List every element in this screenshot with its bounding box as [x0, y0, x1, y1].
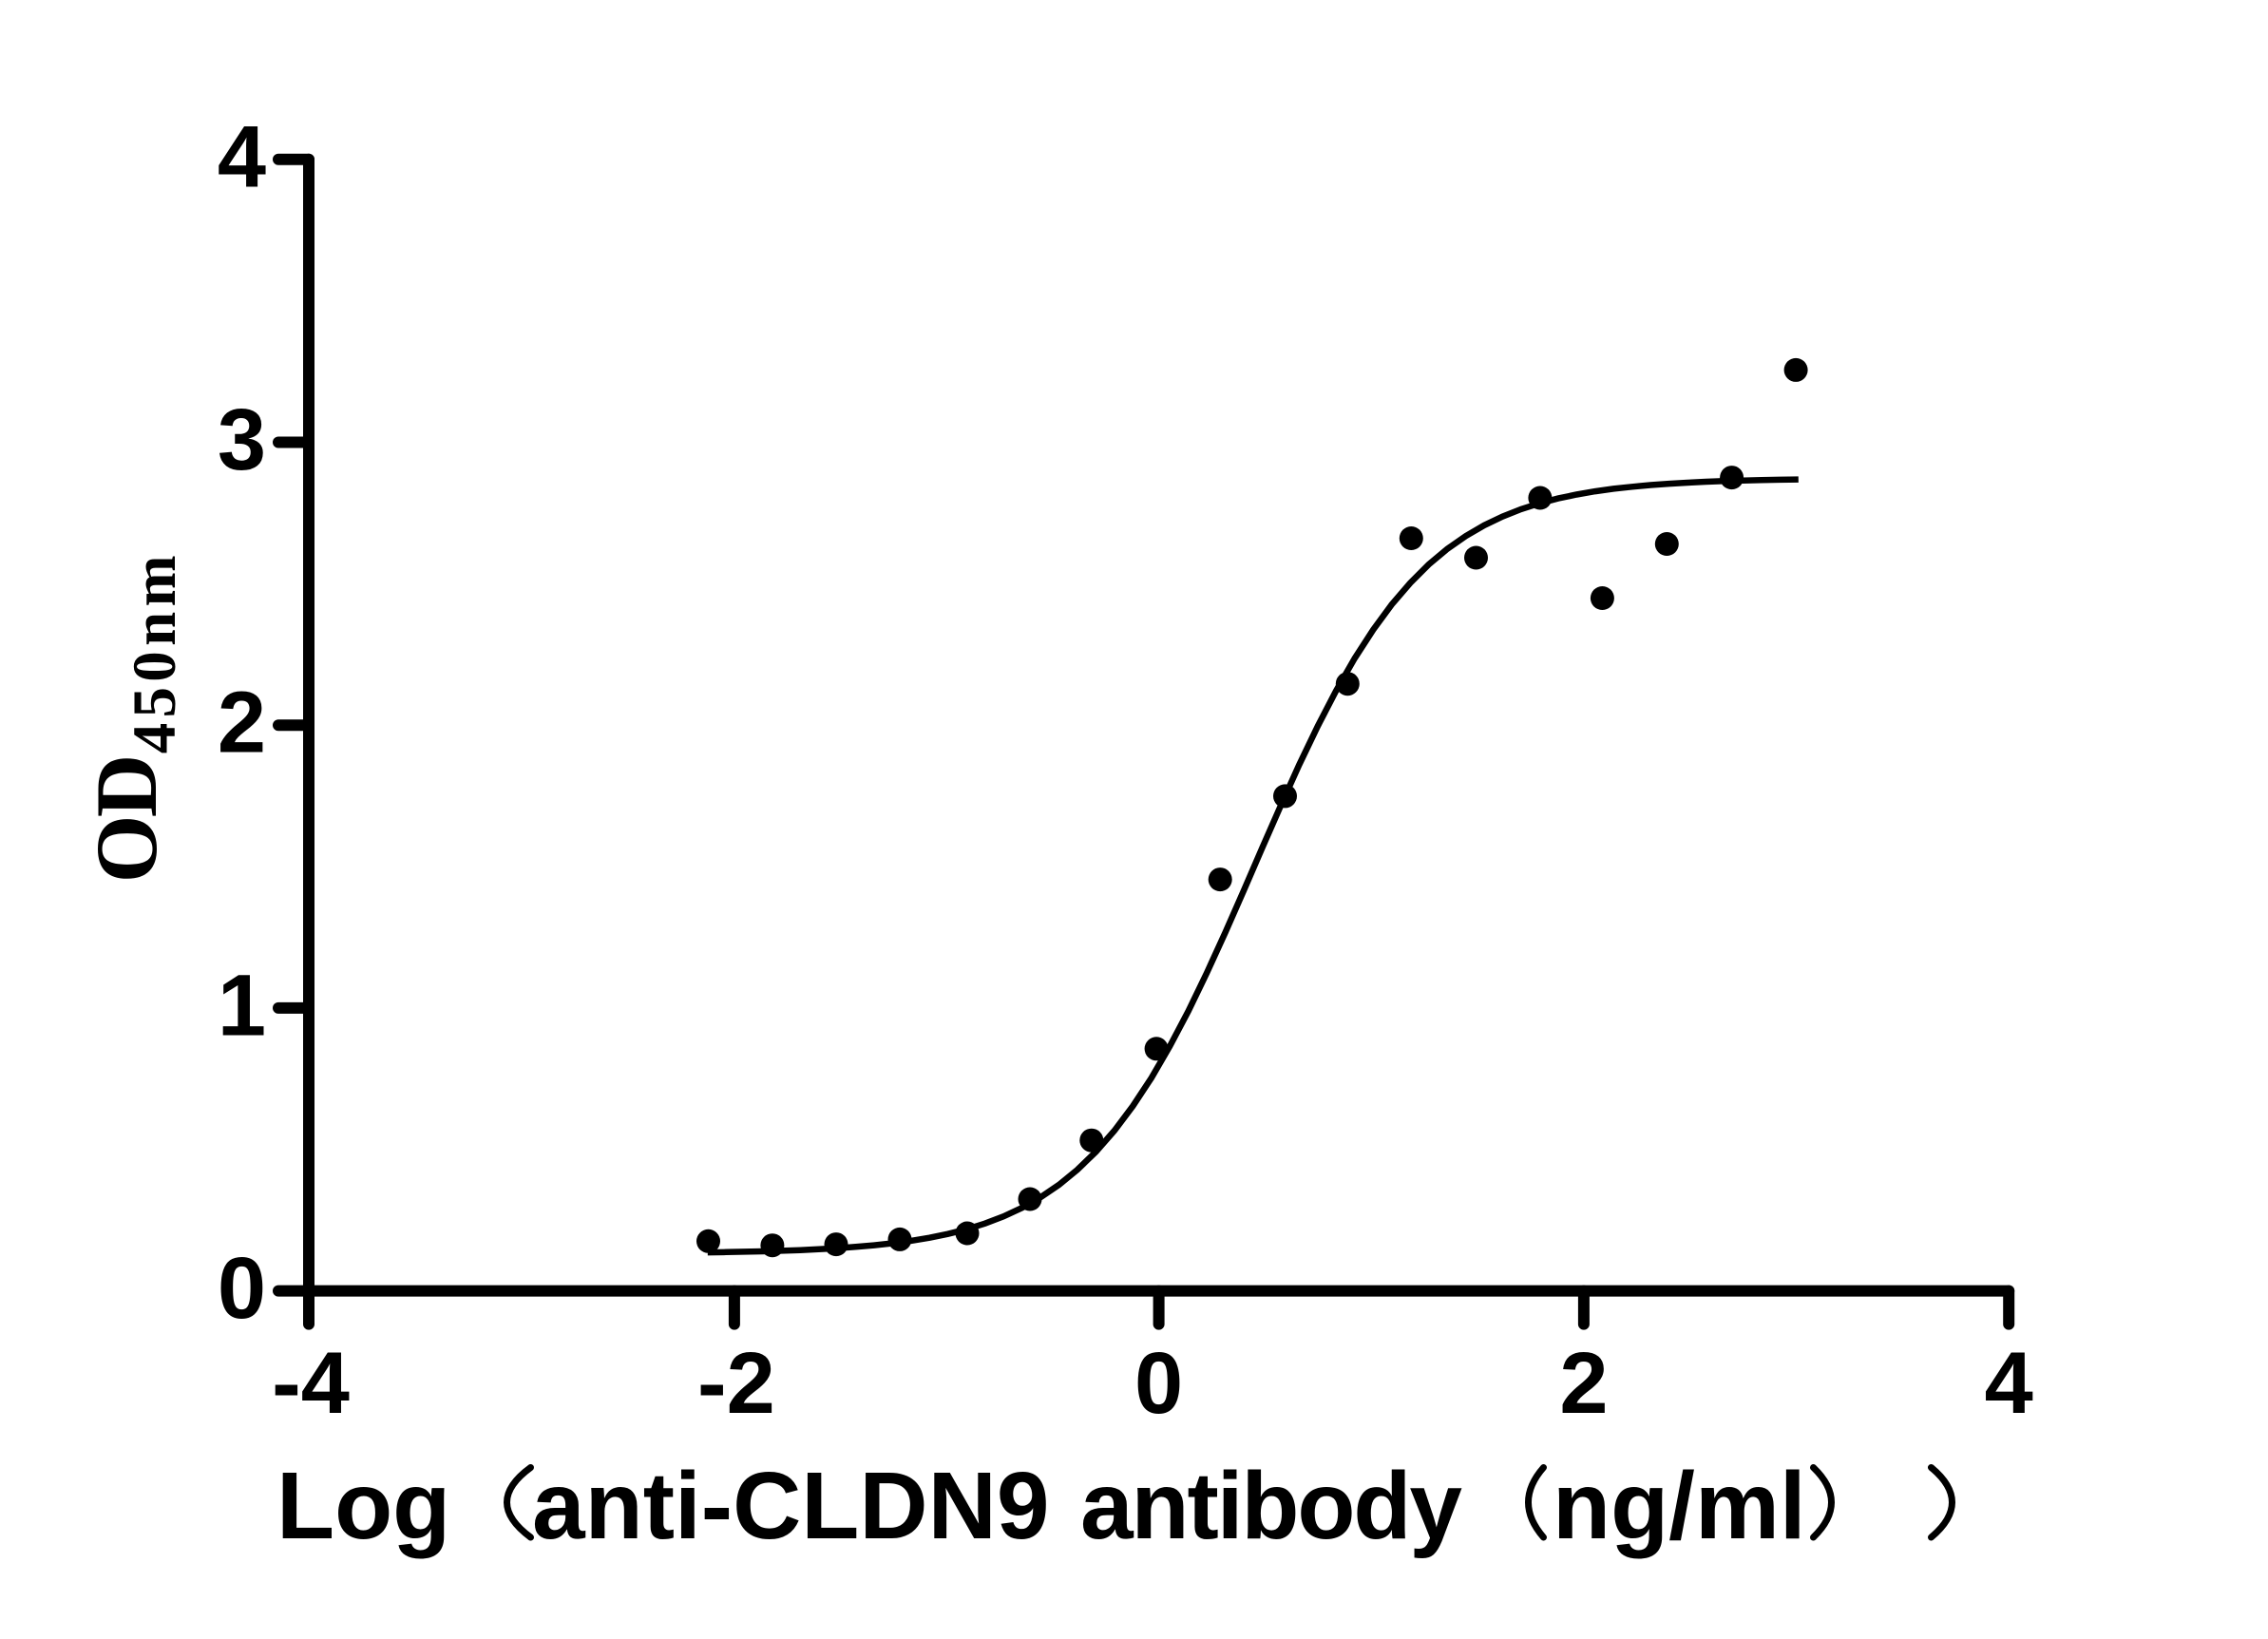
svg-text:anti-CLDN9: anti-CLDN9	[532, 1453, 1049, 1559]
svg-text:Log: Log	[276, 1453, 450, 1559]
svg-text:antibody: antibody	[1080, 1453, 1462, 1559]
svg-text:0: 0	[1134, 1335, 1183, 1432]
svg-text:4: 4	[218, 108, 266, 205]
svg-text:3: 3	[218, 391, 266, 488]
svg-text:OD: OD	[78, 756, 175, 883]
svg-text:1: 1	[218, 957, 266, 1054]
svg-text:-2: -2	[697, 1335, 775, 1432]
svg-text:-4: -4	[272, 1335, 350, 1432]
svg-text:0: 0	[218, 1240, 266, 1337]
svg-text:2: 2	[1559, 1335, 1608, 1432]
svg-text:450nm: 450nm	[121, 550, 189, 753]
svg-text:4: 4	[1985, 1335, 2033, 1432]
svg-text:2: 2	[218, 675, 266, 772]
svg-text:ng/ml: ng/ml	[1553, 1453, 1806, 1559]
